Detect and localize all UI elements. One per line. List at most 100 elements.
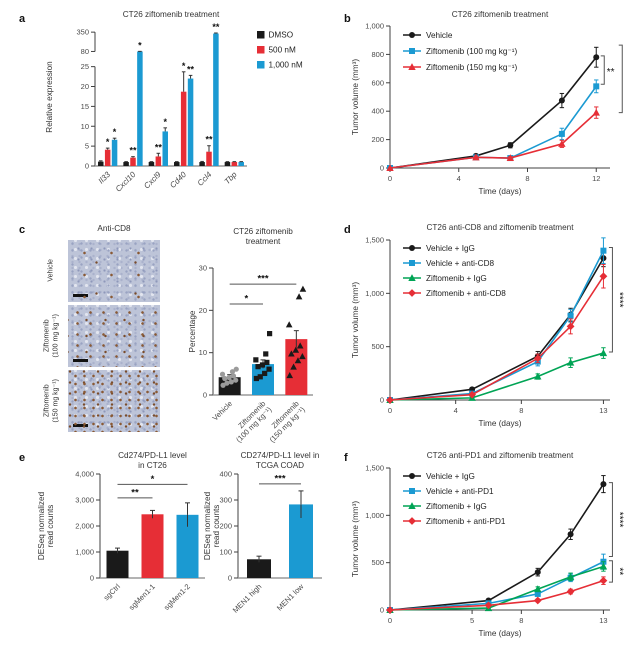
svg-text:Ziftomenib + anti-CD8: Ziftomenib + anti-CD8 (426, 289, 506, 298)
svg-text:*: * (182, 61, 186, 71)
svg-text:Time (days): Time (days) (479, 629, 522, 638)
axes: 0 5 10 15 20 25 80 350 (76, 28, 247, 171)
svg-text:20: 20 (81, 82, 89, 91)
ihc-column-title: Anti-CD8 (97, 224, 131, 233)
svg-text:Ziftomenib + IgG: Ziftomenib + IgG (426, 502, 487, 511)
svg-text:500 nM: 500 nM (269, 46, 296, 55)
svg-text:Ziftomenib(150 mg kg⁻¹): Ziftomenib(150 mg kg⁻¹) (262, 399, 308, 445)
svg-text:0: 0 (380, 606, 384, 615)
panel-c-letter: c (19, 224, 26, 236)
series-3 (386, 576, 608, 614)
svg-text:400: 400 (219, 470, 232, 479)
svg-text:0: 0 (228, 574, 232, 583)
panel-e-chart-ct26: Cd274/PD-L1 level in CT26 0 1,000 2,000 3,000… (37, 451, 205, 612)
svg-text:Ziftomenib (100 mg kg⁻¹): Ziftomenib (100 mg kg⁻¹) (426, 47, 518, 56)
svg-text:4: 4 (454, 406, 458, 415)
series-3 (386, 264, 608, 404)
svg-text:**: ** (205, 135, 213, 145)
svg-text:****: **** (613, 512, 624, 528)
svg-text:4: 4 (457, 174, 461, 183)
svg-text:*: * (113, 127, 117, 137)
axes: 0 200 400 600 800 1,000 0 4 8 12 (365, 22, 610, 183)
svg-text:*: * (138, 40, 142, 50)
svg-text:Vehicle: Vehicle (426, 31, 453, 40)
svg-text:13: 13 (599, 616, 607, 625)
panel-f-chart: CT26 anti-PD1 and ziftomenib treatment 0 5… (351, 451, 624, 638)
panel-e-letter: e (19, 452, 26, 464)
svg-text:4,000: 4,000 (75, 470, 94, 479)
svg-text:CT26 anti-CD8 and ziftomenib t: CT26 anti-CD8 and ziftomenib treatment (427, 223, 575, 232)
svg-text:Ziftomenib + IgG: Ziftomenib + IgG (426, 274, 487, 283)
svg-text:20: 20 (199, 306, 207, 315)
svg-text:Time (days): Time (days) (479, 419, 522, 428)
ihc-row-label-vehicle: Vehicle (47, 259, 55, 282)
panel-c-chart: CT26 ziftomenib treatment 0 10 20 30 Percentag… (188, 227, 313, 445)
ihc-row-label-ziftomenib-100: Ziftomenib (100 mg kg⁻¹) (43, 314, 59, 358)
svg-text:*: * (106, 137, 110, 147)
legend: Vehicle + IgG Vehicle + anti-CD8 Ziftomeni… (403, 244, 506, 298)
svg-text:**: ** (607, 67, 615, 78)
svg-text:600: 600 (371, 78, 384, 87)
panel-a: a CT26 ziftomenib treatment 0 5 10 15 20 25 80 3… (14, 6, 330, 212)
axes: 0 500 1,000 1,500 0 4 8 13 (365, 236, 610, 415)
svg-text:Percentage: Percentage (188, 310, 197, 352)
svg-text:500: 500 (371, 558, 384, 567)
svg-text:***: *** (274, 473, 285, 484)
svg-text:Ziftomenib (150 mg kg⁻¹): Ziftomenib (150 mg kg⁻¹) (426, 63, 518, 72)
svg-text:Il33: Il33 (97, 170, 113, 186)
svg-text:sgMen1-1: sgMen1-1 (127, 582, 157, 612)
svg-text:12: 12 (592, 174, 600, 183)
svg-text:*: * (151, 474, 155, 485)
svg-text:200: 200 (371, 135, 384, 144)
svg-text:**: ** (131, 487, 139, 498)
svg-text:DESeq normalized: DESeq normalized (203, 491, 212, 560)
svg-text:400: 400 (371, 107, 384, 116)
panel-b-letter: b (344, 13, 351, 25)
ihc-image-ziftomenib-100 (68, 305, 160, 367)
svg-text:DESeq normalized: DESeq normalized (37, 491, 46, 560)
svg-text:80: 80 (81, 47, 89, 56)
panel-d-chart: CT26 anti-CD8 and ziftomenib treatment 0 5… (351, 223, 624, 428)
svg-text:5: 5 (470, 616, 474, 625)
svg-text:CT26 anti-PD1 and ziftomenib t: CT26 anti-PD1 and ziftomenib treatment (427, 451, 574, 460)
svg-text:5: 5 (85, 142, 89, 151)
svg-text:0: 0 (203, 391, 207, 400)
svg-text:350: 350 (76, 28, 89, 37)
svg-text:500: 500 (371, 342, 384, 351)
svg-text:Vehicle + anti-PD1: Vehicle + anti-PD1 (426, 487, 494, 496)
svg-text:sgCtrl: sgCtrl (102, 582, 122, 602)
svg-text:0: 0 (380, 396, 384, 405)
svg-text:10: 10 (199, 348, 207, 357)
ihc-image-ziftomenib-150 (68, 370, 160, 432)
svg-text:0: 0 (380, 164, 384, 173)
svg-text:Tumor volume (mm³): Tumor volume (mm³) (351, 282, 360, 358)
svg-text:100: 100 (219, 548, 232, 557)
legend: Vehicle Ziftomenib (100 mg kg⁻¹) Ziftomeni… (403, 31, 518, 72)
svg-text:1,000: 1,000 (365, 22, 384, 31)
panel-f-letter: f (344, 452, 348, 464)
panel-d-letter: d (344, 224, 351, 236)
series-2 (386, 347, 608, 403)
svg-text:15: 15 (81, 102, 89, 111)
svg-text:Tumor volume (mm³): Tumor volume (mm³) (351, 501, 360, 577)
svg-text:0: 0 (388, 616, 392, 625)
svg-text:MEN1 high: MEN1 high (231, 582, 264, 615)
svg-text:Tbp: Tbp (223, 170, 240, 187)
svg-text:1,000: 1,000 (365, 511, 384, 520)
svg-text:Ccl4: Ccl4 (196, 170, 214, 188)
panel-f: f CT26 anti-PD1 and ziftomenib treatment… (336, 446, 629, 670)
svg-text:30: 30 (199, 264, 207, 273)
svg-text:1,000: 1,000 (75, 548, 94, 557)
series-0 (387, 475, 607, 613)
svg-text:Tumor volume (mm³): Tumor volume (mm³) (351, 59, 360, 135)
panel-d: d CT26 anti-CD8 and ziftomenib treatment… (336, 218, 629, 444)
panel-e-chart-tcga: CD274/PD-L1 level in TCGA COAD 0 100 200 300 4… (203, 451, 322, 615)
svg-text:CT26 ziftomenib treatment: CT26 ziftomenib treatment (123, 10, 220, 19)
legend: Vehicle + IgG Vehicle + anti-PD1 Ziftomeni… (403, 472, 506, 526)
svg-text:**: ** (187, 64, 195, 74)
svg-text:Cxcl9: Cxcl9 (142, 170, 163, 191)
